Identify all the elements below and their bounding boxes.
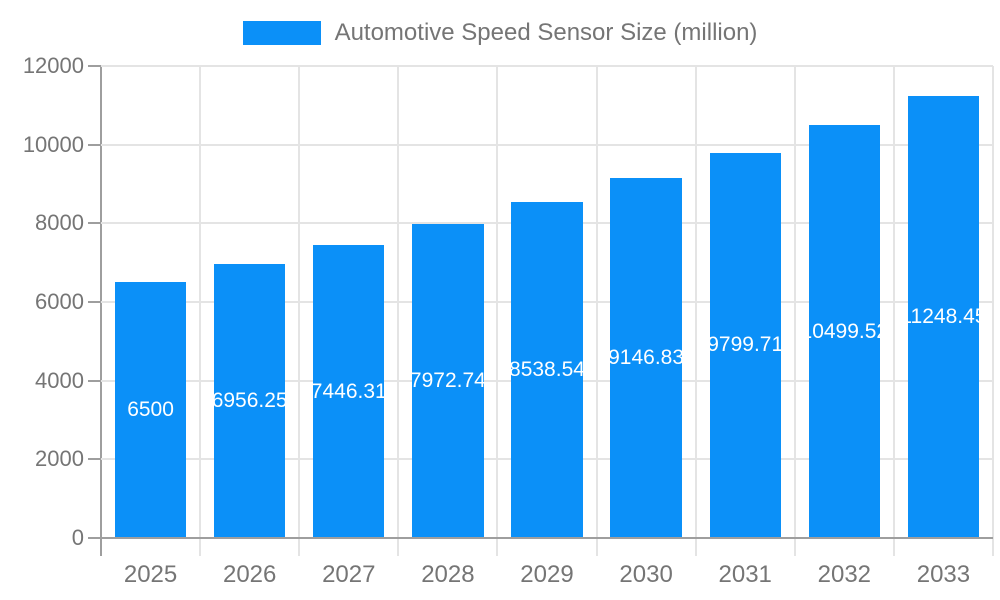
bar-value-label: 9146.83 <box>610 346 682 370</box>
x-gridline <box>793 66 796 556</box>
legend-label: Automotive Speed Sensor Size (million) <box>334 19 758 46</box>
plot-area: 0 2000 4000 6000 8000 10000 12000 6500 6956.25 74… <box>23 54 994 600</box>
bar-value-label: 6956.25 <box>213 389 286 413</box>
x-gridline <box>694 66 697 556</box>
x-axis-label: 2031 <box>718 561 772 588</box>
x-gridline <box>397 66 400 556</box>
bar-value-label: 8538.54 <box>511 358 583 382</box>
y-gridline <box>101 143 993 146</box>
y-tick <box>88 537 101 539</box>
x-gridline <box>595 66 598 556</box>
y-axis-line <box>100 66 102 556</box>
x-axis-label: 2033 <box>916 561 971 588</box>
x-axis-label: 2030 <box>619 561 673 588</box>
y-axis-label: 6000 <box>35 289 84 314</box>
bar[interactable]: 7972.74 <box>412 224 484 538</box>
y-axis-label: 12000 <box>22 53 84 78</box>
bar[interactable]: 8538.54 <box>511 202 583 538</box>
x-gridline <box>496 66 499 556</box>
x-axis-baseline <box>101 537 993 539</box>
y-axis-label: 0 <box>71 525 84 550</box>
x-axis-label: 2029 <box>520 561 574 588</box>
y-axis-label: 8000 <box>35 210 84 236</box>
x-axis-label: 2027 <box>322 561 376 588</box>
bar-value-label: 11248.45 <box>908 304 979 328</box>
y-axis-label: 10000 <box>22 131 84 157</box>
y-tick <box>88 143 101 146</box>
x-gridline <box>892 66 895 556</box>
bar-value-label: 6500 <box>127 398 174 422</box>
bar-value-label: 7972.74 <box>412 369 484 393</box>
y-tick <box>88 458 101 461</box>
y-tick <box>88 379 101 382</box>
y-tick <box>88 65 101 67</box>
y-gridline <box>101 65 993 67</box>
bar[interactable]: 9146.83 <box>610 178 682 538</box>
y-tick <box>88 222 101 225</box>
x-gridline <box>992 66 994 556</box>
x-axis-label: 2032 <box>817 561 872 588</box>
y-axis-label: 4000 <box>35 367 84 393</box>
bar[interactable]: 11248.45 <box>907 95 980 538</box>
bar[interactable]: 7446.31 <box>313 245 385 538</box>
x-axis-label: 2025 <box>123 561 178 588</box>
bar[interactable]: 6956.25 <box>213 264 286 538</box>
bar-value-label: 7446.31 <box>313 379 385 403</box>
x-axis-label: 2026 <box>222 561 277 588</box>
y-axis-label: 2000 <box>35 446 84 472</box>
bar-value-label: 9799.71 <box>709 333 781 357</box>
x-gridline <box>298 66 301 556</box>
legend[interactable]: Automotive Speed Sensor Size (million) <box>0 17 1000 49</box>
x-gridline <box>199 66 202 556</box>
bar[interactable]: 9799.71 <box>709 152 781 538</box>
legend-swatch <box>242 21 321 45</box>
y-tick <box>88 301 101 303</box>
bar[interactable]: 6500 <box>114 282 187 538</box>
x-axis-label: 2028 <box>421 561 475 588</box>
